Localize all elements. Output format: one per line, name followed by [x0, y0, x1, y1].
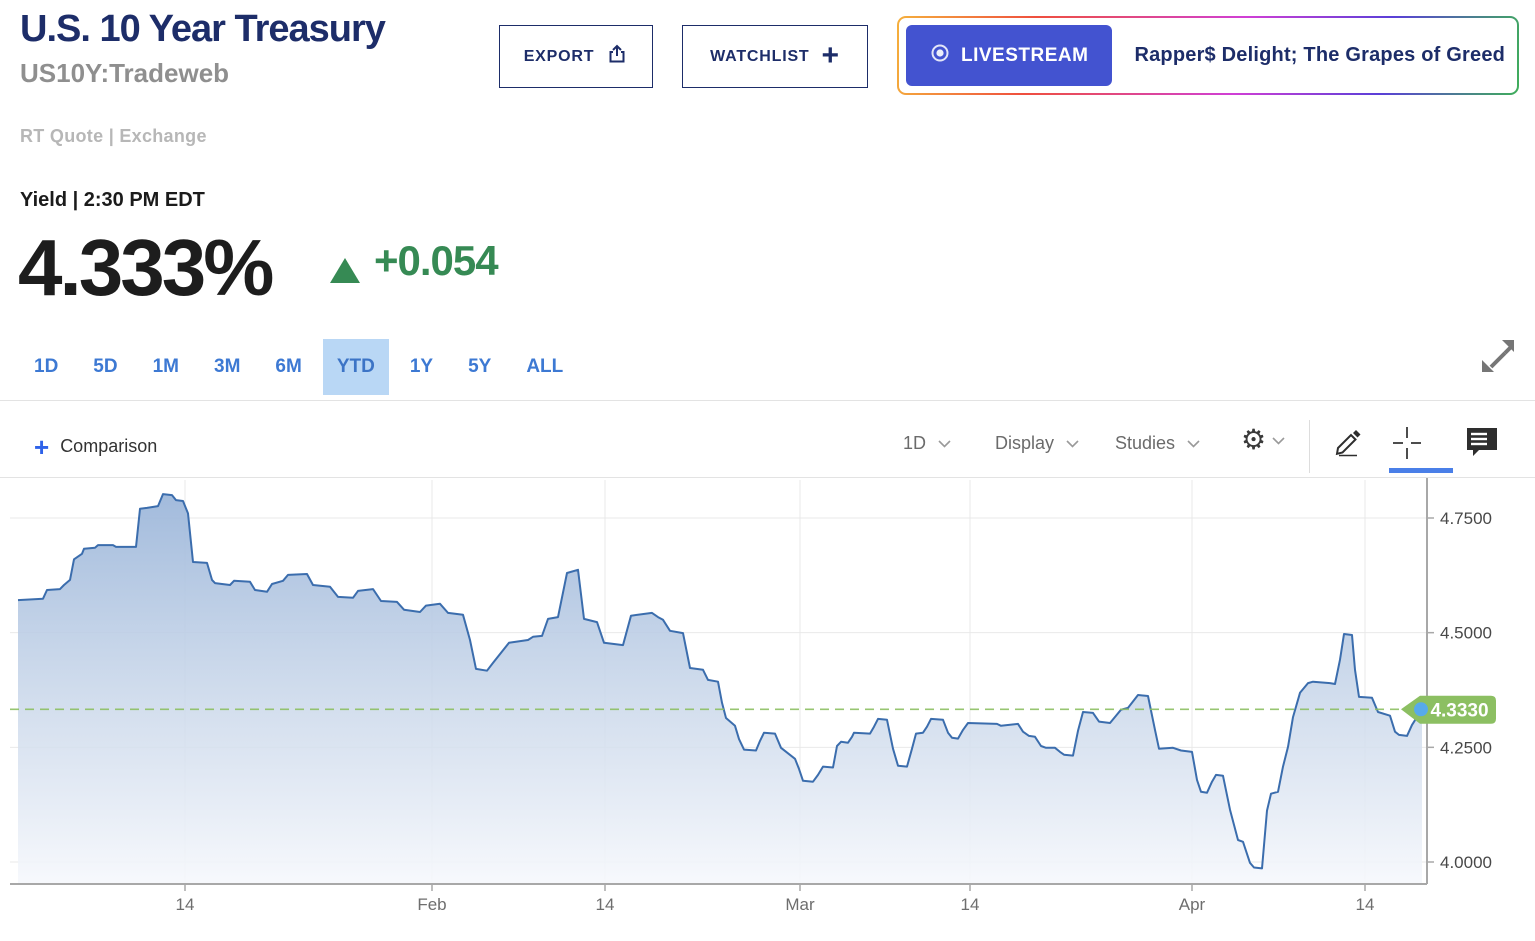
gear-icon: ⚙ [1241, 424, 1267, 455]
y-tick-label: 4.7500 [1440, 509, 1492, 528]
draw-tool-button[interactable] [1330, 424, 1366, 460]
studies-dropdown-label: Studies [1115, 433, 1176, 453]
x-tick-label: Mar [785, 895, 815, 914]
page-title: U.S. 10 Year Treasury [20, 8, 386, 50]
y-tick-label: 4.0000 [1440, 853, 1492, 872]
divider [0, 477, 1535, 478]
divider [0, 400, 1535, 401]
display-dropdown[interactable]: Display [995, 433, 1079, 454]
livestream-banner-inner: LIVESTREAM Rapper$ Delight; The Grapes o… [899, 18, 1517, 93]
x-tick-label: 14 [961, 895, 980, 914]
interval-dropdown[interactable]: 1D [903, 433, 951, 454]
x-tick-label: Apr [1179, 895, 1206, 914]
chart-settings-dropdown[interactable]: ⚙ [1241, 423, 1285, 456]
x-tick-label: 14 [596, 895, 615, 914]
x-tick-label: 14 [1356, 895, 1375, 914]
chevron-down-icon [1066, 439, 1079, 448]
range-tab-3m[interactable]: 3M [214, 356, 241, 377]
y-tick-label: 4.2500 [1440, 738, 1492, 757]
livestream-show-title: Rapper$ Delight; The Grapes of Greed [1134, 44, 1506, 66]
current-value-tag-label: 4.3330 [1430, 700, 1488, 721]
watchlist-button[interactable]: WATCHLIST + [682, 25, 868, 88]
range-tab-1y[interactable]: 1Y [409, 356, 434, 377]
quote-value: 4.333% [18, 223, 274, 312]
pencil-icon [1335, 430, 1361, 457]
crosshair-icon [1393, 427, 1421, 459]
yield-line-series [17, 493, 1423, 870]
chevron-down-icon [1187, 439, 1200, 448]
yield-area-fill [18, 494, 1422, 884]
display-dropdown-label: Display [995, 433, 1055, 453]
range-tab-5y[interactable]: 5Y [468, 356, 492, 377]
range-tabs: 1D 5D 1M 3M 6M YTD 1Y 5Y ALL [20, 339, 577, 395]
export-button[interactable]: EXPORT [499, 25, 653, 88]
livestream-banner[interactable]: LIVESTREAM Rapper$ Delight; The Grapes o… [897, 16, 1519, 95]
livestream-bullseye-icon [930, 43, 950, 69]
quote-change: +0.054 [374, 237, 499, 284]
x-tick-label: 14 [176, 895, 195, 914]
livestream-button[interactable]: LIVESTREAM [906, 25, 1113, 86]
livestream-button-label: LIVESTREAM [961, 44, 1089, 66]
studies-dropdown[interactable]: Studies [1115, 433, 1200, 454]
range-tab-all[interactable]: ALL [526, 356, 564, 377]
divider [1309, 420, 1310, 473]
quote-meta: RT Quote | Exchange [20, 126, 207, 146]
active-tool-indicator [1389, 468, 1453, 473]
export-button-label: EXPORT [523, 47, 595, 65]
range-tab-1m[interactable]: 1M [152, 356, 179, 377]
current-value-dot [1414, 702, 1428, 717]
up-triangle-icon [330, 258, 360, 283]
y-tick-label: 4.5000 [1440, 624, 1492, 643]
comment-icon [1467, 428, 1497, 456]
price-chart[interactable]: 4.7500 4.5000 4.2500 4.0000 14 Feb 14 Mar 14 Apr 1… [0, 478, 1535, 941]
chevron-down-icon [1272, 437, 1285, 445]
range-tab-1d[interactable]: 1D [34, 356, 59, 377]
comments-button[interactable] [1465, 426, 1501, 462]
range-tab-5d[interactable]: 5D [93, 356, 118, 377]
plus-icon: + [34, 431, 50, 462]
interval-dropdown-label: 1D [903, 433, 927, 453]
current-value-tag [1401, 695, 1496, 724]
export-icon [606, 43, 628, 70]
range-tab-ytd[interactable]: YTD [322, 339, 389, 395]
expand-icon[interactable] [1478, 332, 1518, 380]
watchlist-button-label: WATCHLIST [710, 47, 810, 65]
x-tick-label: Feb [417, 895, 446, 914]
crosshair-tool-button[interactable] [1389, 426, 1425, 462]
symbol-label: US10Y:Tradeweb [20, 58, 230, 88]
add-comparison-button[interactable]: + Comparison [34, 431, 158, 462]
quote-type-time: Yield | 2:30 PM EDT [20, 189, 205, 211]
range-tab-6m[interactable]: 6M [275, 356, 302, 377]
comparison-label: Comparison [60, 436, 158, 456]
chevron-down-icon [938, 439, 951, 448]
